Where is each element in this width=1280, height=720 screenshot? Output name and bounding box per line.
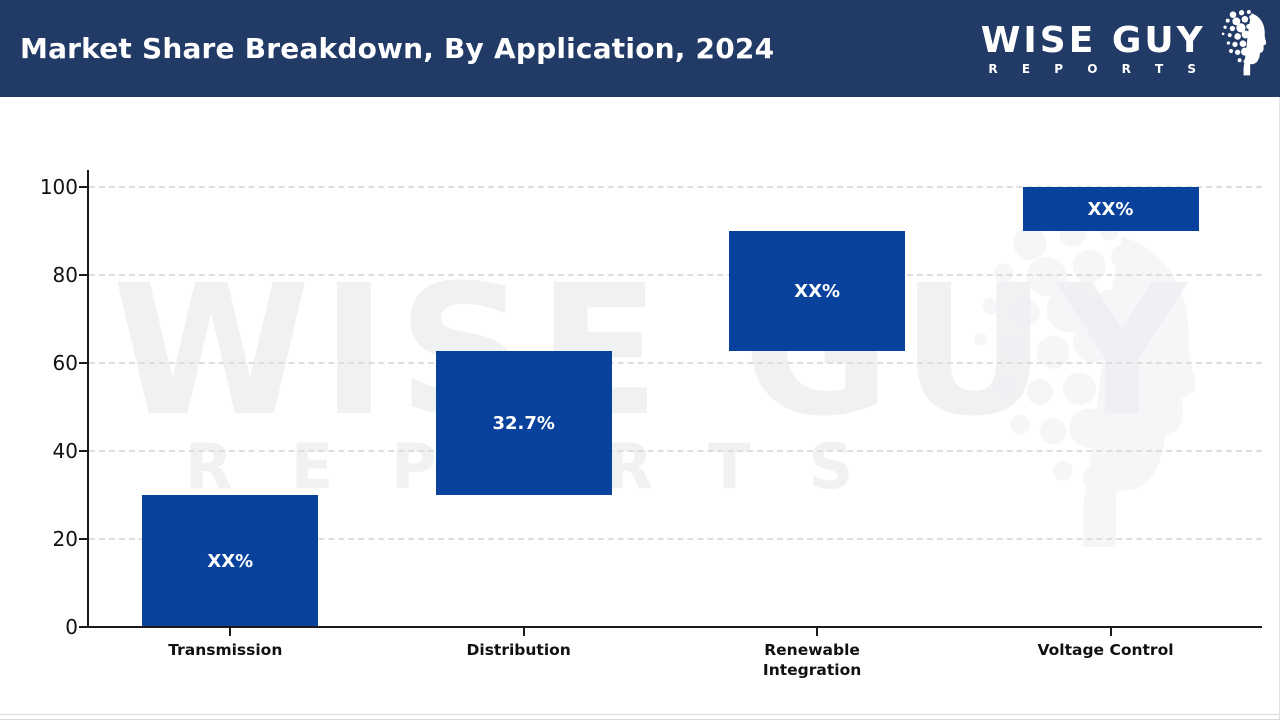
brand-logo-text: WISE GUY R E P O R T S xyxy=(980,22,1206,76)
brand-head-icon xyxy=(1221,10,1266,76)
grid-line-40 xyxy=(89,450,1262,452)
y-tick-mark-60 xyxy=(79,362,87,364)
bar-value-label: XX% xyxy=(1087,198,1134,220)
frame-border-bottom xyxy=(0,714,1280,715)
x-tick-mark-0 xyxy=(229,628,232,636)
y-axis-line xyxy=(87,170,89,628)
y-tick-label-100: 100 xyxy=(39,175,78,199)
y-tick-mark-0 xyxy=(79,626,87,628)
grid-line-60 xyxy=(89,362,1262,364)
x-axis-line xyxy=(87,626,1262,628)
page-title: Market Share Breakdown, By Application, … xyxy=(20,32,775,65)
grid-line-80 xyxy=(89,274,1262,276)
y-tick-label-80: 80 xyxy=(52,263,78,287)
y-tick-label-0: 0 xyxy=(65,615,78,639)
brand-logo: WISE GUY R E P O R T S xyxy=(980,6,1266,92)
header-bar: Market Share Breakdown, By Application, … xyxy=(0,0,1280,97)
watermark-head-icon xyxy=(973,220,1195,547)
x-tick-label-1: Distribution xyxy=(466,641,571,659)
x-tick-mark-2 xyxy=(816,628,819,636)
y-tick-mark-100 xyxy=(79,186,87,188)
brand-subname: R E P O R T S xyxy=(988,61,1206,76)
brand-name: WISE GUY xyxy=(980,20,1206,62)
bar-value-label: XX% xyxy=(794,280,840,302)
bar-value-label: XX% xyxy=(207,550,254,572)
y-tick-label-60: 60 xyxy=(52,351,78,375)
x-tick-mark-3 xyxy=(1109,628,1112,636)
bar-distribution: 32.7% xyxy=(435,351,612,495)
y-tick-mark-80 xyxy=(79,274,87,276)
x-tick-label-3: Voltage Control xyxy=(1037,641,1174,659)
y-tick-mark-20 xyxy=(79,538,87,540)
x-tick-label-0: Transmission xyxy=(168,641,283,659)
bar-transmission: XX% xyxy=(142,495,319,627)
grid-line-20 xyxy=(89,538,1262,540)
y-tick-mark-40 xyxy=(79,450,87,452)
bar-renewable-integration: XX% xyxy=(729,231,906,352)
bar-voltage-control: XX% xyxy=(1022,187,1199,231)
x-tick-label-2: Renewable Integration xyxy=(762,641,862,680)
bar-value-label: 32.7% xyxy=(492,412,555,434)
x-tick-mark-1 xyxy=(522,628,525,636)
grid-line-100 xyxy=(89,186,1262,188)
y-tick-label-20: 20 xyxy=(52,527,78,551)
y-tick-label-40: 40 xyxy=(52,439,78,463)
